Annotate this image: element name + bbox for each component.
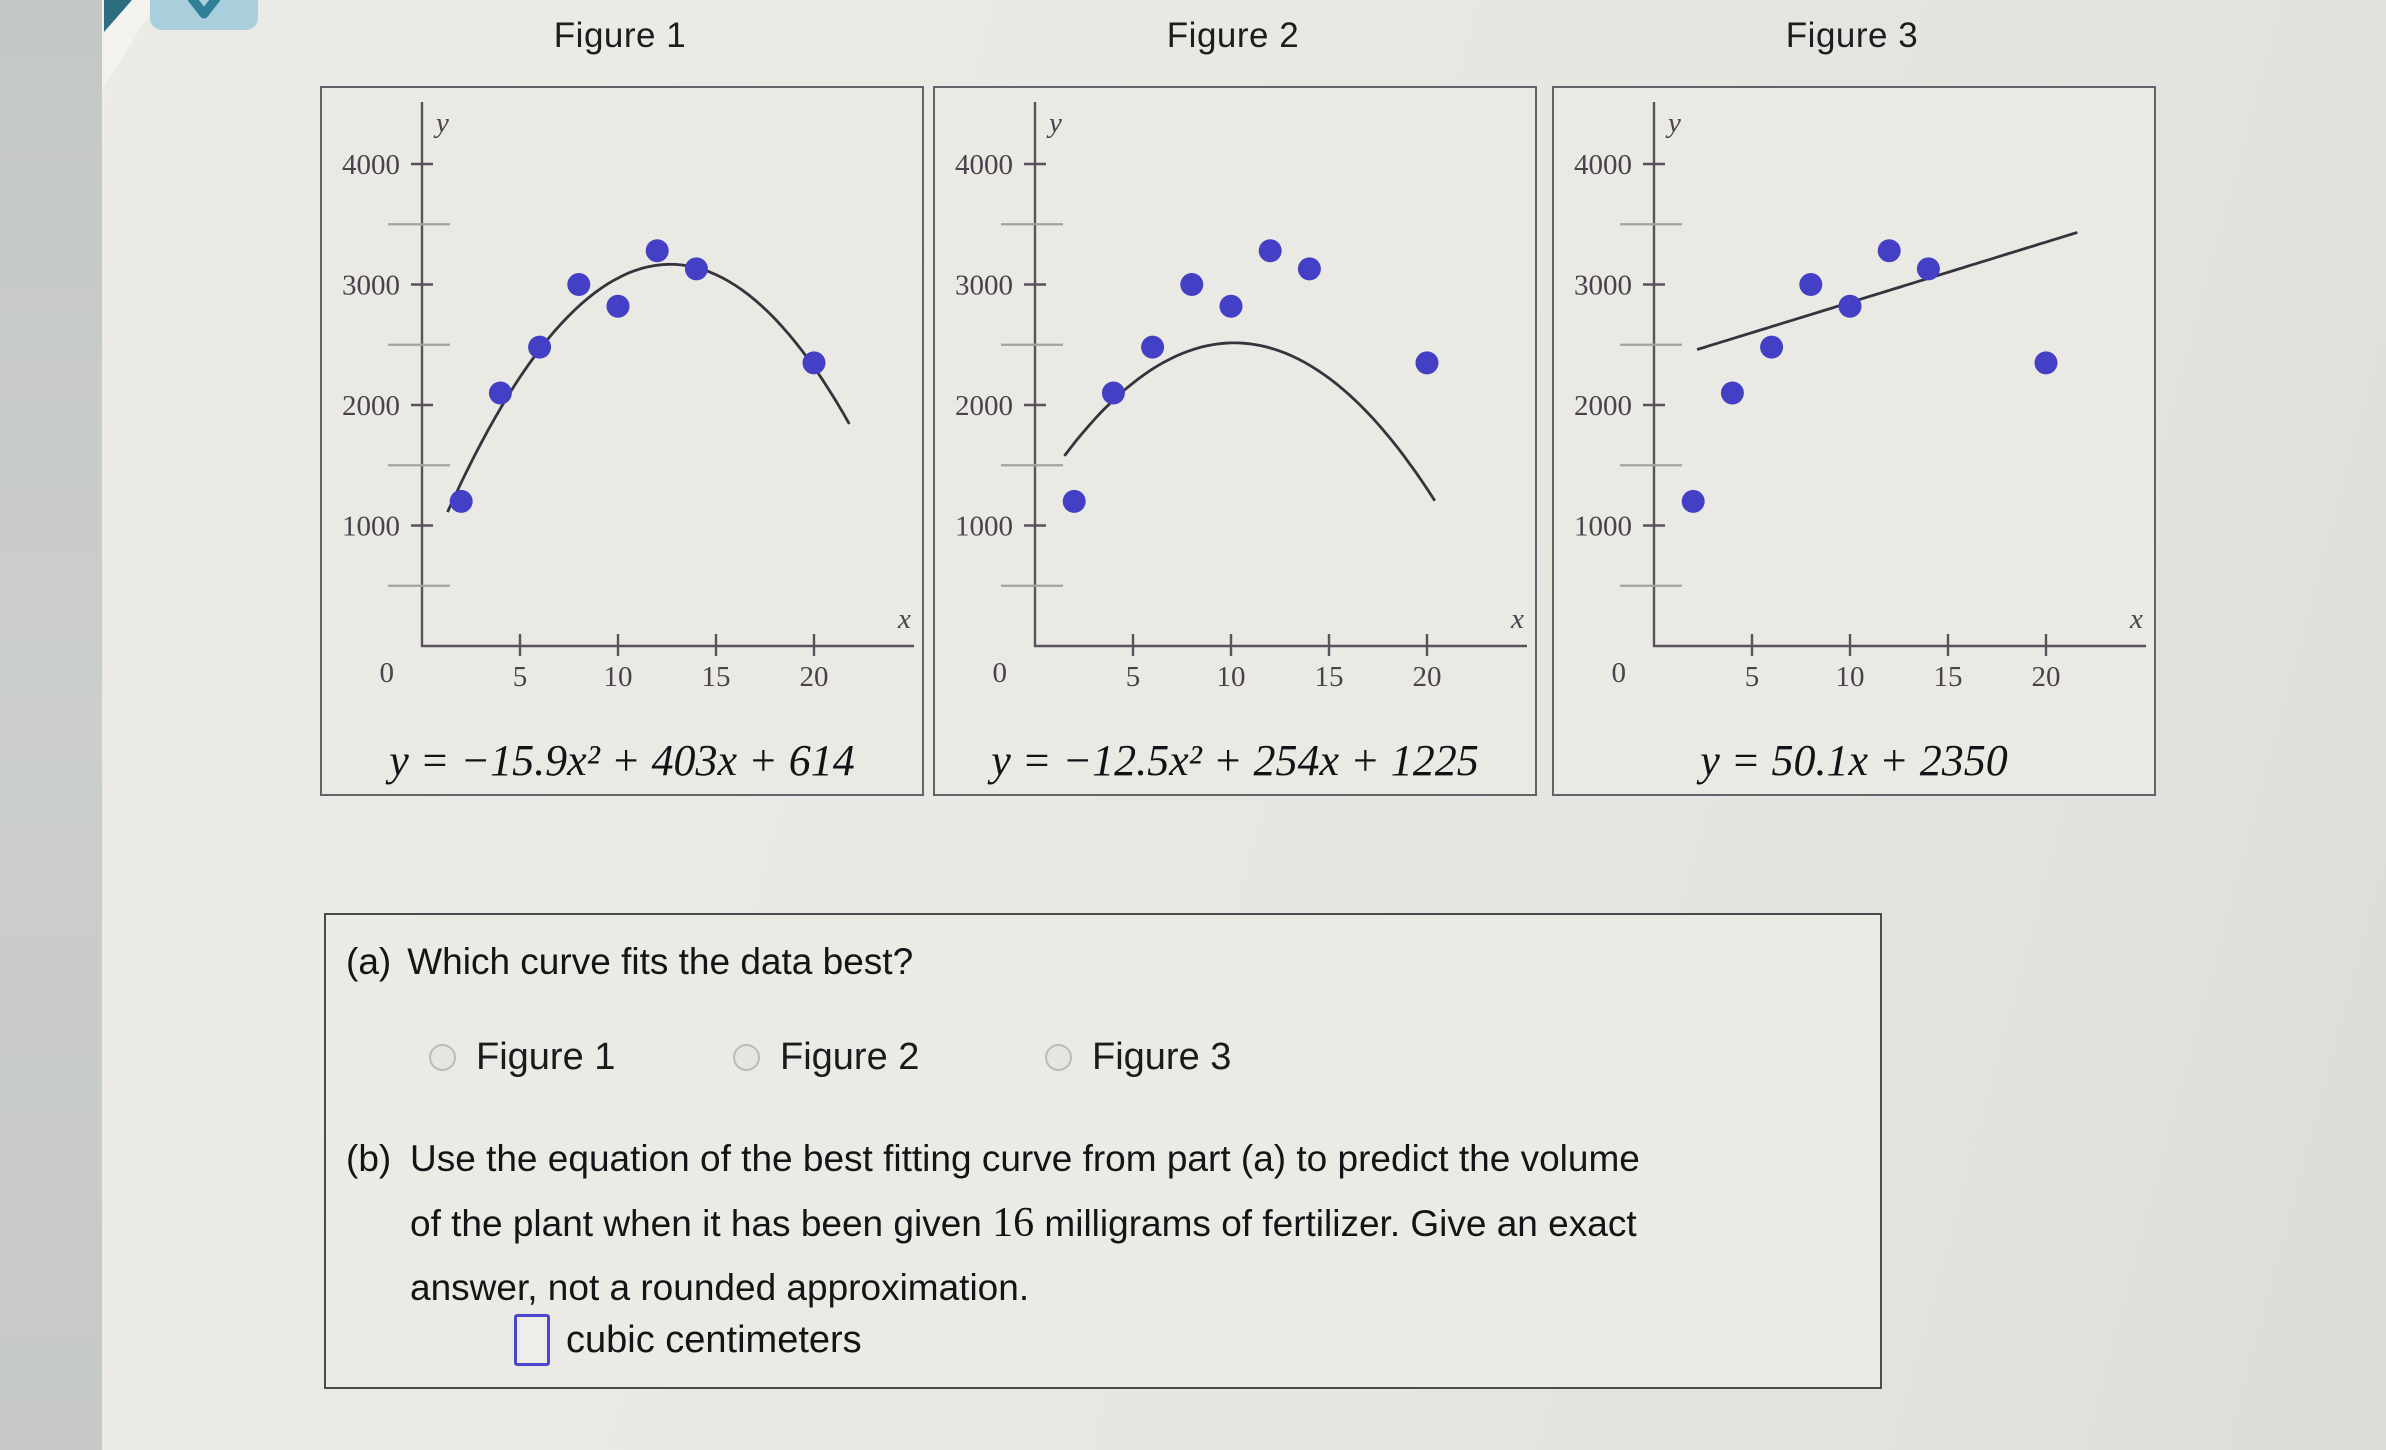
part-b-line-1: (b) Use the equation of the best fitting …: [346, 1127, 1640, 1191]
radio-figure-3-icon[interactable]: [1045, 1043, 1072, 1071]
part-a-row: (a) Which curve fits the data best?: [346, 941, 913, 983]
figure-3-title: Figure 3: [1785, 16, 1919, 55]
part-b-block: (b) Use the equation of the best fitting …: [346, 1127, 1640, 1320]
svg-text:15: 15: [702, 661, 731, 693]
figure-3-equation: y = 50.1x + 2350: [1700, 736, 2008, 785]
svg-text:5: 5: [1745, 661, 1760, 693]
svg-text:2000: 2000: [342, 390, 400, 422]
figure-3-panel: 1000 2000 3000 4000 5 10 15 20 0 y x y = 50.1x + 2…: [1552, 86, 2156, 796]
svg-text:x: x: [1510, 603, 1524, 635]
radio-figure-2-icon[interactable]: [733, 1043, 760, 1071]
figure-1-title: Figure 1: [553, 16, 687, 55]
part-b-text-2a: of the plant when it has been given: [410, 1203, 993, 1244]
svg-text:x: x: [2129, 603, 2143, 635]
svg-text:4000: 4000: [955, 149, 1013, 181]
radio-figure-1-label: Figure 1: [476, 1035, 616, 1078]
svg-text:5: 5: [513, 661, 528, 693]
svg-text:10: 10: [1836, 661, 1865, 693]
radio-option-figure-3[interactable]: Figure 3: [1045, 1033, 1231, 1081]
svg-text:3000: 3000: [342, 270, 400, 302]
part-a-label: (a): [346, 941, 392, 982]
svg-text:20: 20: [1413, 661, 1442, 693]
part-b-line-3: answer, not a rounded approximation.: [346, 1256, 1640, 1320]
corner-triangle-decoration: [104, 0, 132, 32]
radio-figure-3-label: Figure 3: [1092, 1035, 1232, 1078]
figure-1-panel: 1000 2000 3000 4000 5 10 15 20 0 y x y = −15.9x² +…: [320, 86, 924, 796]
svg-text:2000: 2000: [955, 390, 1013, 422]
svg-text:20: 20: [2032, 661, 2061, 693]
svg-text:0: 0: [1612, 657, 1627, 689]
part-b-value-16: 16: [992, 1200, 1035, 1246]
svg-text:20: 20: [800, 661, 829, 693]
svg-text:1000: 1000: [1574, 511, 1632, 543]
figure-2-panel: 1000 2000 3000 4000 5 10 15 20 0 y x y = −12.5x² +…: [933, 86, 1537, 796]
screen-left-edge: [0, 0, 102, 1450]
app-logo-icon: [150, 0, 258, 30]
figure-2-equation: y = −12.5x² + 254x + 1225: [991, 736, 1479, 785]
radio-figure-2-label: Figure 2: [780, 1035, 920, 1078]
part-a-question-text: Which curve fits the data best?: [407, 941, 914, 982]
svg-text:15: 15: [1934, 661, 1963, 693]
svg-text:2000: 2000: [1574, 390, 1632, 422]
svg-text:5: 5: [1126, 661, 1141, 693]
part-b-text-1: Use the equation of the best fitting cur…: [410, 1138, 1640, 1179]
figure-2-title: Figure 2: [1166, 16, 1300, 55]
svg-text:1000: 1000: [342, 511, 400, 543]
answer-row: cubic centimeters: [514, 1309, 862, 1371]
svg-text:y: y: [433, 107, 449, 139]
part-b-text-2b: milligrams of fertilizer. Give an exact: [1034, 1203, 1637, 1244]
answer-unit-label: cubic centimeters: [566, 1318, 862, 1361]
svg-text:10: 10: [604, 661, 633, 693]
radio-option-figure-2[interactable]: Figure 2: [733, 1033, 919, 1081]
question-panel: (a) Which curve fits the data best? Figur…: [324, 913, 1882, 1389]
part-a-options: Figure 1 Figure 2 Figure 3: [326, 1033, 1880, 1081]
svg-text:y: y: [1665, 107, 1681, 139]
part-b-text-3: answer, not a rounded approximation.: [410, 1267, 1030, 1308]
svg-text:x: x: [897, 603, 911, 635]
figure-3-chart: 1000 2000 3000 4000 5 10 15 20 0 y x: [1574, 102, 2146, 693]
svg-text:4000: 4000: [1574, 149, 1632, 181]
svg-text:1000: 1000: [955, 511, 1013, 543]
svg-text:4000: 4000: [342, 149, 400, 181]
part-b-line-2: of the plant when it has been given 16 m…: [346, 1191, 1640, 1256]
svg-text:10: 10: [1217, 661, 1246, 693]
svg-text:0: 0: [380, 657, 395, 689]
answer-input[interactable]: [514, 1314, 550, 1366]
radio-option-figure-1[interactable]: Figure 1: [429, 1033, 615, 1081]
figure-2-chart: 1000 2000 3000 4000 5 10 15 20 0 y x: [955, 102, 1527, 693]
svg-text:3000: 3000: [955, 270, 1013, 302]
radio-figure-1-icon[interactable]: [429, 1043, 456, 1071]
svg-text:15: 15: [1315, 661, 1344, 693]
figure-1-chart: 1000 2000 3000 4000 5 10 15 20 0 y x: [342, 102, 914, 693]
part-b-label: (b): [346, 1138, 392, 1179]
chevron-icon: [187, 0, 221, 19]
svg-text:y: y: [1046, 107, 1062, 139]
svg-text:3000: 3000: [1574, 270, 1632, 302]
svg-text:0: 0: [993, 657, 1008, 689]
figure-1-equation: y = −15.9x² + 403x + 614: [389, 736, 855, 785]
